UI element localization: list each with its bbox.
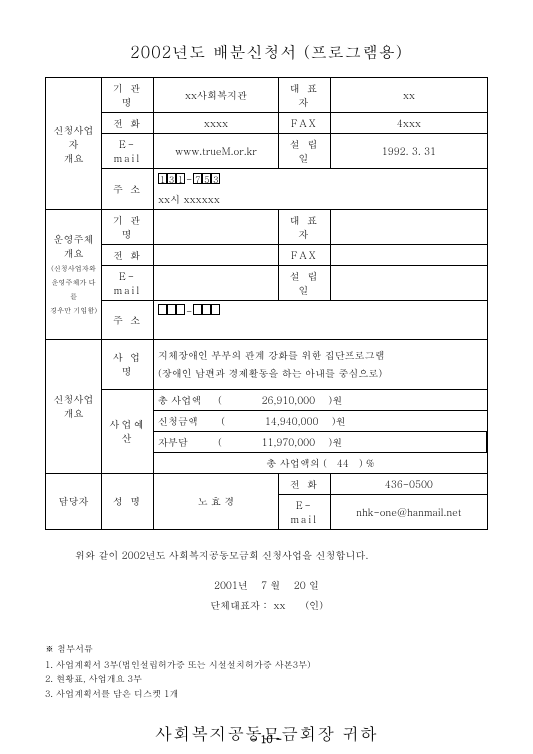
s4-tel-label: 전 화: [278, 473, 330, 494]
s2-tel-label: 전 화: [102, 245, 154, 266]
post-box: 3: [167, 173, 176, 184]
s3-budget-req: 신청금액 ( 14,940,000 )원: [154, 410, 488, 431]
s1-org-val: xx사회복지관: [154, 78, 279, 113]
s3-name-line2: (장애인 남편과 경제활동을 하는 아내를 중심으로): [158, 366, 382, 380]
s1-tel-label: 전 화: [102, 113, 154, 134]
s1-fax-val: 4xxx: [330, 113, 487, 134]
s3-budget-total: 총 사업액 ( 26,910,000 )원: [154, 389, 488, 410]
s2-email-val: [154, 266, 279, 301]
section4-heading: 담당자: [46, 473, 102, 529]
s2-fax-val: [330, 245, 487, 266]
page-number: - 10 -: [0, 732, 533, 746]
s2-postal: -: [154, 301, 488, 322]
s1-postal: 131-753: [154, 169, 488, 190]
s2-addr-val: [154, 321, 488, 339]
b1-unit: )원: [328, 393, 342, 407]
s2-head-text: 운영주체 개요: [54, 232, 94, 260]
s1-org-label: 기 관 명: [102, 78, 154, 113]
s1-est-val: 1992. 3. 31: [330, 134, 487, 169]
post-box: 1: [158, 173, 167, 184]
section3-heading: 신청사업 개요: [46, 339, 102, 473]
b2-unit: )원: [332, 414, 346, 428]
s4-name-label: 성 명: [102, 473, 154, 529]
s4-email-label: E-mail: [278, 494, 330, 529]
s1-rep-val: xx: [330, 78, 487, 113]
pct-unit: ) %: [359, 456, 375, 470]
b1-lbl: 총 사업액: [158, 393, 201, 407]
s2-tel-val: [154, 245, 279, 266]
representative-line: 단체대표자 : xx (인): [45, 598, 488, 612]
b3-lbl: 자부담: [158, 435, 188, 449]
pct-lbl: 총 사업액의 (: [266, 456, 326, 470]
s2-rep-val: [330, 210, 487, 245]
post-box-empty: [202, 304, 211, 315]
s1-addr-val: xx시 xxxxxx: [154, 189, 488, 210]
s2-email-label: E-mail: [102, 266, 154, 301]
post-box-empty: [211, 304, 220, 315]
s2-org-val: [154, 210, 279, 245]
date-line: 2001년 7 월 20 일: [45, 578, 488, 592]
s2-org-label: 기 관 명: [102, 210, 154, 245]
s1-est-label: 설 립 일: [278, 134, 330, 169]
s3-budget-self: 자부담 ( 11,970,000 )원: [154, 432, 487, 452]
date-month: 7 월: [261, 578, 280, 592]
s3-name-line1: 지체장애인 부부의 관계 강화를 위한 집단프로그램: [158, 348, 385, 362]
s2-est-label: 설 립 일: [278, 266, 330, 301]
date-year: 2001년: [214, 578, 248, 592]
post-box: 1: [176, 173, 185, 184]
post-box: 5: [202, 173, 211, 184]
s4-name-val: 노 효 경: [154, 473, 279, 529]
attach-item: 2. 현황표, 사업개요 3부: [45, 672, 488, 686]
pct-val: 44: [337, 456, 349, 470]
b3-unit: )원: [328, 435, 342, 449]
section2-heading: 운영주체 개요 (신청사업자와 운영주체가 다를 경우만 기입함): [46, 210, 102, 340]
s2-head-note: (신청사업자와 운영주체가 다를 경우만 기입함): [50, 263, 97, 315]
rep-label: 단체대표자 :: [210, 598, 267, 612]
s3-budget-pct: 총 사업액의 ( 44 ) %: [154, 452, 488, 473]
s3-budget-label: 사업예산: [102, 389, 154, 473]
s3-name-label: 사 업 명: [102, 339, 154, 389]
document-title: 2002년도 배분신청서 (프로그램용): [45, 40, 488, 63]
s1-rep-label: 대 표 자: [278, 78, 330, 113]
post-box-empty: [193, 304, 202, 315]
s3-name-val: 지체장애인 부부의 관계 강화를 위한 집단프로그램 (장애인 남편과 경제활동…: [154, 339, 488, 389]
s2-rep-label: 대 표 자: [278, 210, 330, 245]
post-box-empty: [158, 304, 167, 315]
rep-seal: (인): [305, 598, 323, 612]
s1-addr-label: 주 소: [102, 169, 154, 210]
attach-item: 3. 사업계획서를 담은 디스켓 1개: [45, 687, 488, 701]
rep-name: xx: [273, 598, 285, 612]
b2-val: 14,940,000: [238, 414, 318, 428]
post-box-empty: [176, 304, 185, 315]
attach-title: ※ 첨부서류: [45, 642, 488, 656]
s4-tel-val: 436-0500: [330, 473, 487, 494]
s2-addr-label: 주 소: [102, 301, 154, 340]
section1-heading: 신청사업자 개요: [46, 78, 102, 210]
b3-val: 11,970,000: [235, 435, 315, 449]
statement-text: 위와 같이 2002년도 사회복지공동모금회 신청사업을 신청합니다.: [45, 548, 488, 562]
s2-est-val: [330, 266, 487, 301]
s1-fax-label: FAX: [278, 113, 330, 134]
application-form-table: 신청사업자 개요 기 관 명 xx사회복지관 대 표 자 xx 전 화 xxxx…: [45, 77, 488, 530]
date-day: 20 일: [294, 578, 319, 592]
s1-email-val: www.trueM.or.kr: [154, 134, 279, 169]
post-box: 7: [193, 173, 202, 184]
b1-val: 26,910,000: [235, 393, 315, 407]
attach-item: 1. 사업계획서 3부(법인설립허가증 또는 시설설치허가증 사본3부): [45, 658, 488, 672]
post-box: 3: [211, 173, 220, 184]
s1-email-label: E-mail: [102, 134, 154, 169]
s3-budget-self-row: 자부담 ( 11,970,000 )원: [154, 431, 488, 452]
s2-fax-label: FAX: [278, 245, 330, 266]
b2-lbl: 신청금액: [158, 414, 198, 428]
post-box-empty: [167, 304, 176, 315]
attachments: ※ 첨부서류 1. 사업계획서 3부(법인설립허가증 또는 시설설치허가증 사본…: [45, 642, 488, 702]
s4-email-val: nhk-one@hanmail.net: [330, 494, 487, 529]
s1-tel-val: xxxx: [154, 113, 279, 134]
